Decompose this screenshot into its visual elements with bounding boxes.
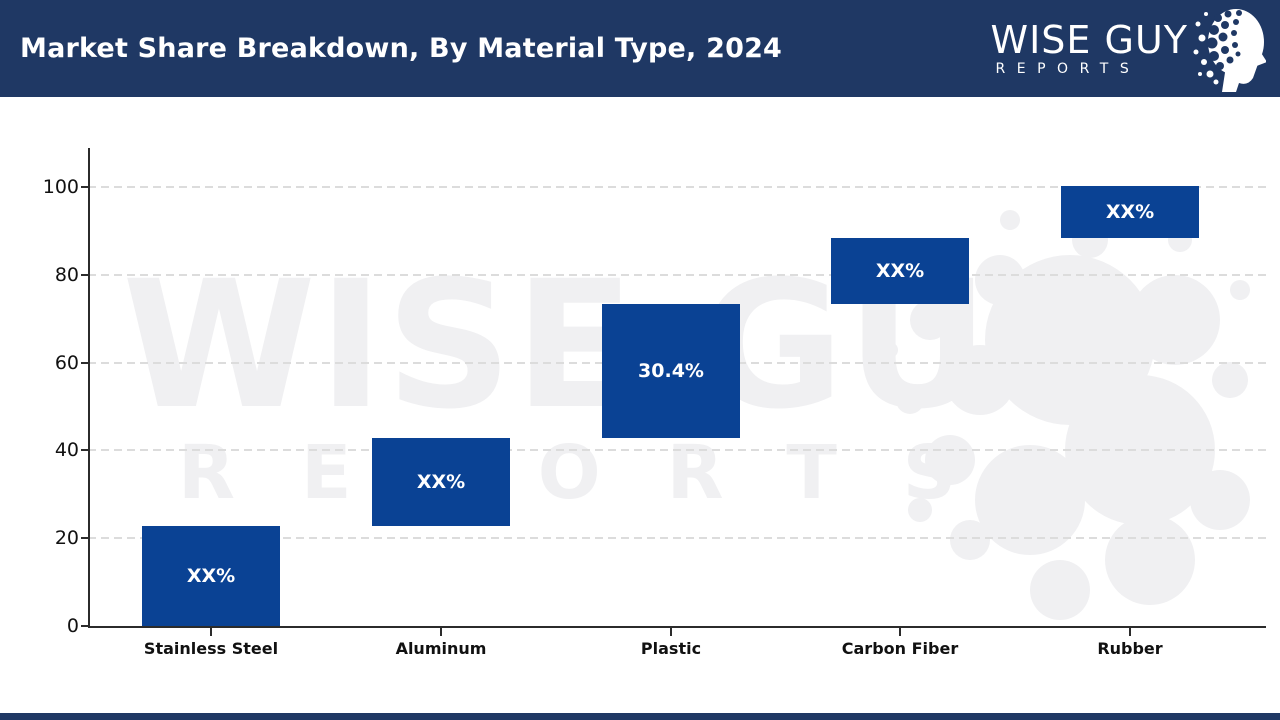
x-tick-mark bbox=[440, 628, 442, 636]
brand-logo-text: WISE GUY REPORTS bbox=[991, 21, 1188, 76]
x-tick-mark bbox=[1129, 628, 1131, 636]
y-tick-label: 40 bbox=[54, 439, 79, 462]
y-tick-label: 100 bbox=[42, 176, 79, 198]
header-bar: Market Share Breakdown, By Material Type… bbox=[0, 0, 1280, 97]
x-tick-label: Stainless Steel bbox=[143, 639, 279, 658]
y-tick-mark bbox=[81, 361, 88, 364]
bar-value-label: 30.4% bbox=[638, 360, 704, 383]
y-tick-label: 60 bbox=[54, 351, 79, 374]
gridline-y100 bbox=[88, 186, 1266, 188]
gridline-y80 bbox=[88, 273, 1266, 276]
y-axis-line bbox=[88, 148, 90, 628]
bar-value-label: XX% bbox=[1105, 201, 1155, 223]
x-tick-mark bbox=[670, 628, 672, 636]
brand-face-icon bbox=[1193, 8, 1266, 92]
x-axis-line bbox=[88, 626, 1266, 628]
gridline-y40 bbox=[88, 449, 1266, 452]
y-tick-label: 20 bbox=[54, 527, 79, 550]
brand-logo: WISE GUY REPORTS bbox=[991, 6, 1266, 92]
gridline-y20 bbox=[88, 537, 1266, 540]
bar-value-label: XX% bbox=[875, 260, 925, 283]
bar-plastic: 30.4% bbox=[602, 304, 740, 439]
bar-value-label: XX% bbox=[416, 470, 466, 493]
y-tick-mark bbox=[81, 273, 88, 276]
bar-stainless-steel: XX% bbox=[142, 525, 280, 626]
y-tick-label: 80 bbox=[54, 263, 79, 286]
page-title: Market Share Breakdown, By Material Type… bbox=[20, 33, 783, 64]
y-tick-mark bbox=[81, 625, 88, 627]
bar-value-label: XX% bbox=[186, 564, 236, 587]
x-tick-mark bbox=[899, 628, 901, 636]
y-tick-mark bbox=[81, 537, 88, 540]
brand-logo-wiseguy: WISE GUY bbox=[990, 18, 1188, 62]
bar-aluminum: XX% bbox=[372, 438, 510, 526]
brand-logo-reports: REPORTS bbox=[995, 61, 1141, 77]
x-tick-label: Carbon Fiber bbox=[841, 639, 959, 658]
x-tick-mark bbox=[210, 628, 212, 636]
y-tick-mark bbox=[81, 186, 88, 188]
watermark-text-reports: REPORTS bbox=[178, 430, 1023, 516]
y-tick-mark bbox=[81, 449, 88, 452]
waterfall-chart: 0 20 40 60 80 100 XX% Stainless Steel XX% Aluminu… bbox=[0, 97, 1280, 713]
x-tick-label: Rubber bbox=[1097, 639, 1163, 658]
y-tick-label: 0 bbox=[66, 615, 79, 637]
x-tick-label: Aluminum bbox=[395, 639, 487, 658]
bar-carbon-fiber: XX% bbox=[831, 237, 969, 305]
footer-bar bbox=[0, 713, 1280, 720]
x-tick-label: Plastic bbox=[640, 639, 702, 658]
bar-rubber: XX% bbox=[1061, 186, 1199, 238]
